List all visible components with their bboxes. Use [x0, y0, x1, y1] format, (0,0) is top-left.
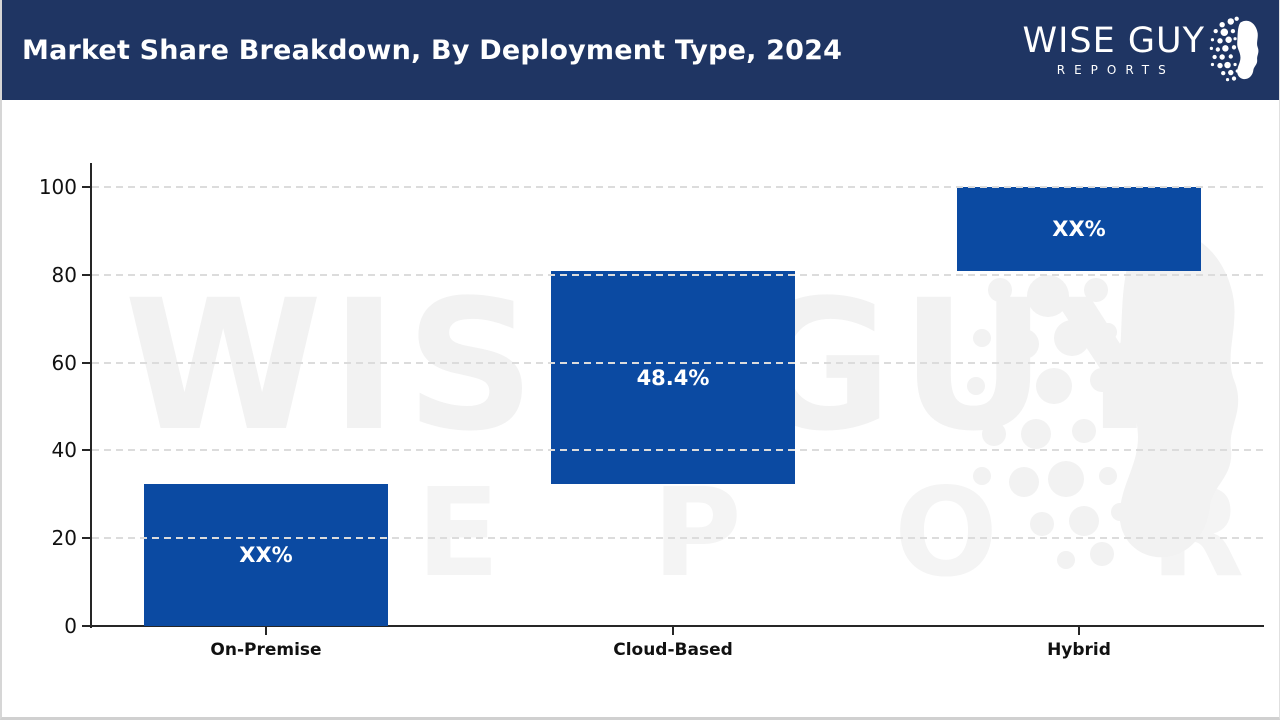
- y-tick-label: 60: [51, 350, 77, 375]
- bar-cloud-based: 48.4%: [551, 271, 795, 484]
- x-tick: [265, 627, 267, 635]
- x-axis-line: [90, 625, 1264, 627]
- header: Market Share Breakdown, By Deployment Ty…: [2, 0, 1279, 100]
- x-category-label: Hybrid: [1047, 640, 1111, 660]
- y-tick: [82, 537, 90, 540]
- gridline: [92, 537, 1264, 540]
- y-tick-label: 0: [64, 614, 77, 638]
- page-title: Market Share Breakdown, By Deployment Ty…: [22, 34, 843, 66]
- bar-on-premise: XX%: [144, 483, 388, 626]
- y-tick: [82, 186, 90, 188]
- y-tick-label: 20: [51, 526, 77, 551]
- x-tick: [672, 627, 674, 635]
- bar-hybrid: XX%: [957, 187, 1201, 272]
- y-tick: [82, 273, 90, 276]
- logo-wiseguy-label: WISE GUY: [1022, 21, 1205, 61]
- gridline: [92, 361, 1264, 364]
- gridline: [92, 449, 1264, 452]
- wiseguy-logo: WISE GUY REPORTS: [1022, 15, 1261, 85]
- x-category-label: Cloud-Based: [613, 640, 733, 660]
- y-tick-label: 40: [51, 438, 77, 463]
- y-tick-label: 80: [51, 262, 77, 287]
- bar-value-label: XX%: [1052, 217, 1106, 242]
- y-axis-line: [90, 163, 92, 628]
- gridline: [92, 273, 1264, 276]
- y-tick: [82, 361, 90, 364]
- logo-reports-label: REPORTS: [1056, 63, 1175, 77]
- x-tick: [1078, 627, 1080, 635]
- gridline: [92, 186, 1264, 188]
- y-tick: [82, 625, 90, 627]
- bar-value-label: XX%: [239, 542, 293, 567]
- y-tick-label: 100: [38, 175, 77, 199]
- logo-head-icon: [1209, 16, 1259, 82]
- bar-value-label: 48.4%: [636, 365, 710, 390]
- logo-text: WISE GUY REPORTS: [1022, 21, 1205, 77]
- x-category-label: On-Premise: [210, 640, 322, 660]
- y-tick: [82, 449, 90, 452]
